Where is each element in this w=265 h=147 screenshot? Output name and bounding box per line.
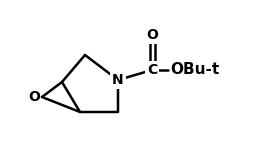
Text: OBu-t: OBu-t bbox=[170, 62, 219, 77]
Text: O: O bbox=[28, 90, 40, 104]
Text: N: N bbox=[112, 73, 124, 87]
Text: C: C bbox=[147, 63, 157, 77]
Text: O: O bbox=[146, 28, 158, 42]
